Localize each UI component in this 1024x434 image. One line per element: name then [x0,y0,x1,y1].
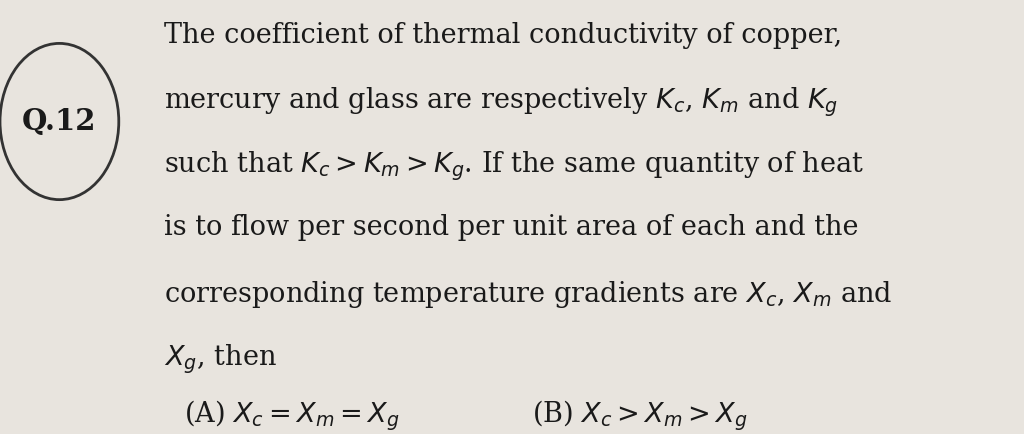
Text: (A) $X_c = X_m = X_g$: (A) $X_c = X_m = X_g$ [184,398,399,433]
Text: $X_g$, then: $X_g$, then [164,343,276,376]
Text: corresponding temperature gradients are $X_c$, $X_m$ and: corresponding temperature gradients are … [164,279,892,309]
Text: Q.12: Q.12 [23,107,96,136]
Text: is to flow per second per unit area of each and the: is to flow per second per unit area of e… [164,214,858,241]
Text: (B) $X_c > X_m > X_g$: (B) $X_c > X_m > X_g$ [532,398,749,433]
Text: mercury and glass are respectively $K_c$, $K_m$ and $K_g$: mercury and glass are respectively $K_c$… [164,86,838,119]
Text: such that $K_c > K_m > K_g$. If the same quantity of heat: such that $K_c > K_m > K_g$. If the same… [164,150,864,184]
Text: The coefficient of thermal conductivity of copper,: The coefficient of thermal conductivity … [164,22,842,49]
